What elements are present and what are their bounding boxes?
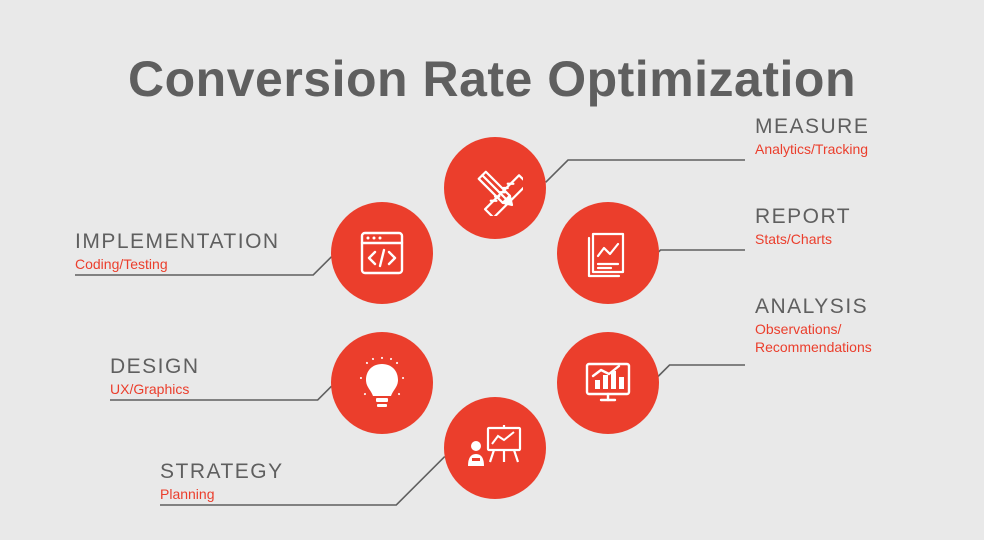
label-heading: REPORT [755,205,851,229]
label-heading: IMPLEMENTATION [75,230,280,254]
node-analysis [557,332,659,434]
label-sub: UX/Graphics [110,381,200,399]
label-heading: ANALYSIS [755,295,872,319]
document-chart-icon [581,226,635,280]
page-title: Conversion Rate Optimization [0,50,984,108]
monitor-chart-icon [579,354,637,412]
label-heading: MEASURE [755,115,869,139]
node-report [557,202,659,304]
pencil-ruler-icon [467,160,523,216]
lightbulb-icon [357,354,407,412]
label-analysis: ANALYSIS Observations/Recommendations [755,295,872,356]
label-implementation: IMPLEMENTATION Coding/Testing [75,230,280,274]
label-sub: Coding/Testing [75,256,280,274]
node-strategy [444,397,546,499]
label-report: REPORT Stats/Charts [755,205,851,249]
label-design: DESIGN UX/Graphics [110,355,200,399]
infographic-stage: Conversion Rate Optimization [0,0,984,540]
label-strategy: STRATEGY Planning [160,460,284,504]
label-heading: DESIGN [110,355,200,379]
presentation-icon [464,420,526,476]
label-measure: MEASURE Analytics/Tracking [755,115,869,159]
node-design [331,332,433,434]
node-implementation [331,202,433,304]
label-sub: Analytics/Tracking [755,141,869,159]
code-window-icon [354,225,410,281]
node-measure [444,137,546,239]
label-heading: STRATEGY [160,460,284,484]
label-sub: Planning [160,486,284,504]
label-sub: Stats/Charts [755,231,851,249]
label-sub: Observations/Recommendations [755,321,872,356]
